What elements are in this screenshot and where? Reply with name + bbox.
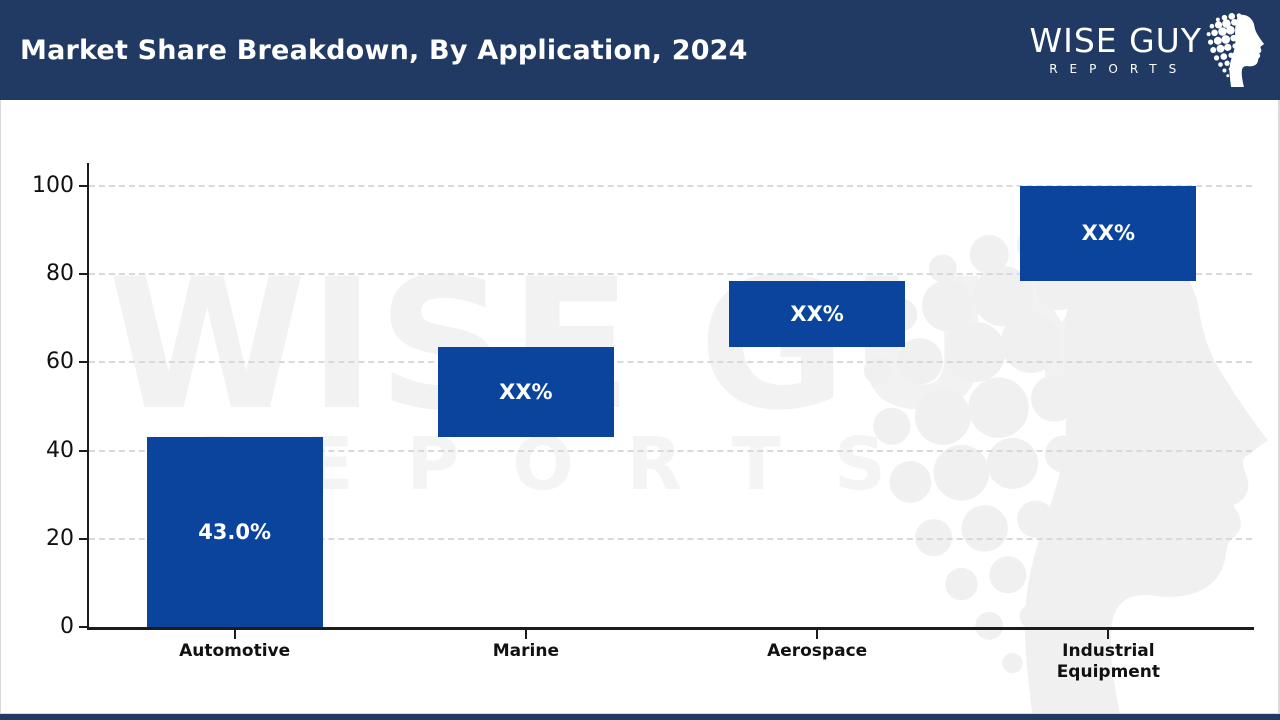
y-tick-label-100: 100: [32, 173, 74, 198]
logo-dothead-icon: [1204, 12, 1270, 88]
x-tick: [816, 630, 819, 639]
header-bar: Market Share Breakdown, By Application, …: [0, 0, 1280, 100]
logo-wiseguy-text: WISE GUY: [1029, 21, 1202, 60]
page-border-left: [0, 100, 1, 713]
bar-segment: 43.0%: [146, 437, 323, 627]
x-category-label: Marine: [492, 641, 559, 661]
y-tick-100: [79, 185, 87, 187]
y-tick-60: [79, 361, 87, 364]
gridline-y-100: [89, 185, 1252, 187]
gridline-y-20: [89, 537, 1252, 540]
page-border-right: [1278, 100, 1280, 713]
gridline-y-40: [89, 449, 1252, 452]
wiseguy-logo: WISE GUY REPORTS: [1029, 12, 1270, 88]
x-tick: [233, 630, 236, 639]
x-tick: [524, 630, 527, 639]
gridline-y-60: [89, 361, 1252, 364]
y-tick-label-0: 0: [60, 614, 74, 639]
bar-value-label: 43.0%: [198, 520, 272, 545]
page-title: Market Share Breakdown, By Application, …: [20, 34, 748, 66]
logo-reports-text: REPORTS: [1049, 62, 1189, 76]
y-tick-label-40: 40: [46, 437, 74, 463]
gridline-y-80: [89, 273, 1252, 276]
footer-divider: [0, 713, 1280, 714]
y-tick-label-60: 60: [46, 349, 74, 375]
y-tick-80: [79, 273, 87, 276]
x-category-label: Aerospace: [767, 641, 868, 661]
bar-value-label: XX%: [790, 301, 844, 326]
logo-wordmark: WISE GUY REPORTS: [1029, 24, 1202, 76]
x-category-label: Industrial Equipment: [1056, 641, 1161, 683]
x-axis-spine: [87, 627, 1254, 630]
y-tick-label-80: 80: [46, 261, 74, 287]
y-tick-label-20: 20: [46, 525, 74, 551]
bar-value-label: XX%: [499, 380, 553, 405]
x-tick: [1107, 630, 1110, 639]
y-axis-spine: [87, 163, 89, 630]
footer-bar: [0, 714, 1280, 720]
bar-segment: XX%: [729, 280, 906, 347]
bar-value-label: XX%: [1081, 221, 1136, 246]
bar-segment: XX%: [1020, 186, 1197, 281]
y-tick-40: [79, 449, 87, 452]
x-category-label: Automotive: [179, 641, 291, 661]
y-tick-0: [79, 626, 87, 628]
y-tick-20: [79, 537, 87, 540]
bar-segment: XX%: [437, 346, 614, 438]
